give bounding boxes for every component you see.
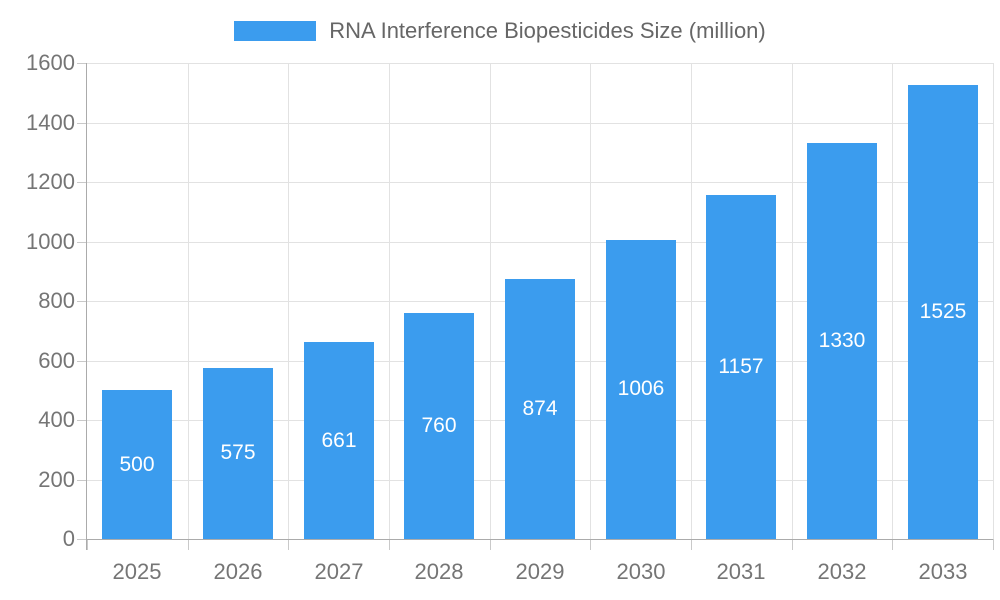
y-tick [77,123,87,124]
gridline-x [590,63,591,539]
bar-value-label: 1157 [718,355,764,378]
x-axis-label: 2029 [515,559,565,584]
x-tick [892,539,893,550]
gridline-y [87,242,993,243]
x-axis-label: 2033 [918,559,968,584]
gridline-x [691,63,692,539]
x-tick [792,539,793,550]
y-tick [77,420,87,421]
x-axis-label: 2032 [817,559,867,584]
bar-value-label: 760 [421,414,457,437]
x-axis-line [86,539,993,540]
legend-label: RNA Interference Biopesticides Size (mil… [329,18,766,43]
gridline-y [87,123,993,124]
bar[interactable] [908,85,978,539]
y-axis-label: 800 [38,288,75,313]
bar[interactable] [102,390,172,539]
y-axis-label: 0 [62,526,75,551]
y-axis-line [86,63,87,550]
bar-value-label: 1006 [617,377,665,400]
x-axis-label: 2028 [414,559,464,584]
x-tick [691,539,692,550]
y-tick [77,301,87,302]
x-tick [590,539,591,550]
x-axis-label: 2031 [716,559,766,584]
x-tick [389,539,390,550]
y-tick [77,361,87,362]
y-axis-label: 200 [38,467,75,492]
bar[interactable] [203,368,273,539]
x-tick [490,539,491,550]
bar-value-label: 500 [119,453,155,476]
gridline-x [490,63,491,539]
x-axis-label: 2026 [213,559,263,584]
y-tick [77,63,87,64]
bar-value-label: 575 [220,441,256,464]
gridline-x [792,63,793,539]
x-axis-label: 2027 [314,559,364,584]
gridline-x [993,63,994,539]
gridline-y [87,63,993,64]
bar[interactable] [404,313,474,539]
gridline-x [892,63,893,539]
gridline-x [288,63,289,539]
legend-swatch [234,21,317,41]
bar[interactable] [304,342,374,539]
y-tick [77,480,87,481]
gridline-y [87,182,993,183]
bar-value-label: 874 [522,397,558,420]
x-tick [188,539,189,550]
y-tick [77,242,87,243]
x-tick [87,539,88,550]
bar[interactable] [505,279,575,539]
bar-value-label: 661 [321,429,357,452]
x-axis-label: 2025 [112,559,162,584]
x-tick [993,539,994,550]
y-axis-label: 1400 [26,110,75,135]
legend[interactable]: RNA Interference Biopesticides Size (mil… [0,18,1000,44]
bar[interactable] [807,143,877,539]
y-axis-label: 400 [38,407,75,432]
bar[interactable] [606,240,676,539]
y-tick [77,539,87,540]
y-tick [77,182,87,183]
bar[interactable] [706,195,776,539]
x-axis-label: 2030 [616,559,666,584]
y-axis-label: 1600 [26,50,75,75]
bar-value-label: 1330 [818,329,866,352]
y-axis-label: 600 [38,348,75,373]
y-axis-label: 1000 [26,229,75,254]
gridline-x [188,63,189,539]
bar-value-label: 1525 [919,300,967,323]
x-tick [288,539,289,550]
gridline-x [389,63,390,539]
y-axis-label: 1200 [26,169,75,194]
